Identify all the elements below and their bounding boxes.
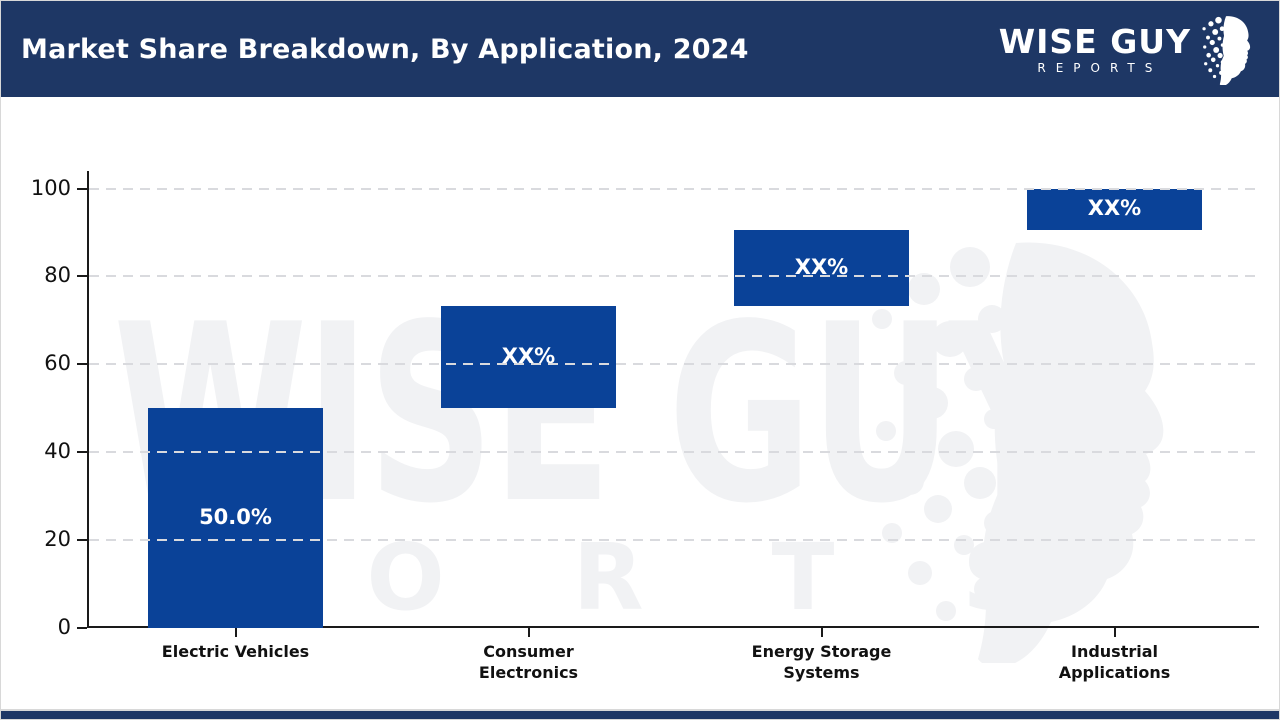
y-tick-label: 40	[44, 439, 71, 464]
page-title: Market Share Breakdown, By Application, …	[21, 33, 749, 65]
y-tick-mark	[77, 363, 87, 366]
gridline	[89, 539, 1259, 542]
y-tick-label: 20	[44, 527, 71, 552]
bar: XX%	[733, 230, 910, 306]
x-tick-label-line: Electronics	[478, 663, 579, 682]
x-tick-mark	[527, 628, 530, 637]
y-tick-mark	[77, 451, 87, 454]
bar: 50.0%	[147, 408, 324, 628]
brand-logo: WISE GUY REPORTS	[999, 13, 1257, 85]
x-tick-label-line: Industrial	[1070, 642, 1158, 661]
gridline	[89, 187, 1259, 190]
x-tick-label: Consumer Electronics	[382, 641, 675, 683]
logo-text: WISE GUY REPORTS	[999, 25, 1191, 74]
x-tick-mark	[234, 628, 237, 637]
footer-bar	[1, 709, 1279, 719]
plot-area: 0 20 40 60 80 100 50.0% Electric Vehicles XX% Con…	[31, 171, 1259, 682]
x-tick-mark	[1113, 628, 1116, 637]
bar: XX%	[1026, 188, 1203, 231]
y-tick-label: 60	[44, 351, 71, 376]
gridline	[89, 451, 1259, 454]
gridline	[89, 275, 1259, 278]
bar: XX%	[440, 305, 617, 409]
logo-wordmark: WISE GUY	[998, 21, 1191, 61]
y-tick-label: 100	[30, 175, 71, 200]
header: Market Share Breakdown, By Application, …	[1, 1, 1279, 97]
x-tick-label: Energy Storage Systems	[675, 641, 968, 683]
y-tick-label: 0	[57, 615, 71, 639]
x-tick-label-line: Systems	[783, 663, 860, 682]
x-tick-label-line: Applications	[1058, 663, 1171, 682]
x-tick-mark	[820, 628, 823, 637]
bar-value-label: 50.0%	[199, 505, 272, 530]
y-tick-mark	[77, 539, 87, 542]
x-tick-label-line: Electric Vehicles	[161, 642, 310, 661]
chart-region: WISE GUY P O R T S 0 20 40 60 80 100 50.0% Elec…	[1, 97, 1279, 709]
x-tick-label-line: Consumer	[483, 642, 574, 661]
logo-subtext: REPORTS	[1037, 60, 1163, 75]
x-tick-label-line: Energy Storage	[751, 642, 892, 661]
x-tick-label: Industrial Applications	[968, 641, 1261, 683]
bar-value-label: XX%	[1087, 196, 1142, 221]
y-tick-mark	[77, 627, 87, 629]
x-tick-label: Electric Vehicles	[89, 641, 382, 662]
face-dots-icon	[1195, 13, 1257, 85]
y-tick-mark	[77, 275, 87, 278]
gridline	[89, 363, 1259, 366]
y-tick-mark	[77, 187, 87, 190]
y-tick-label: 80	[44, 263, 71, 288]
bar-value-label: XX%	[794, 255, 849, 280]
